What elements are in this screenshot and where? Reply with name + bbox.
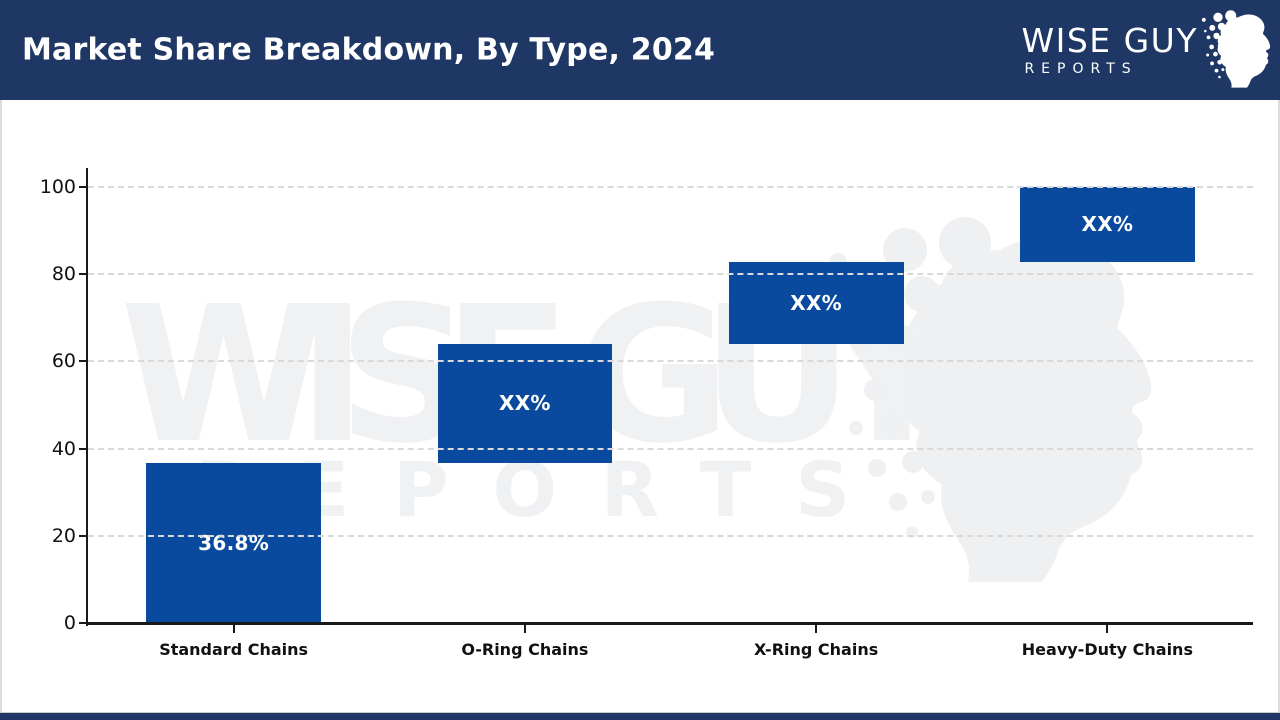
logo-subtitle: REPORTS — [1024, 60, 1138, 77]
x-axis-spine — [86, 622, 1253, 625]
gridline-20 — [88, 534, 1253, 537]
y-tick-mark — [79, 360, 88, 363]
y-tick-mark — [79, 273, 88, 276]
x-tick-mark — [232, 625, 235, 633]
y-axis-spine — [86, 168, 88, 626]
y-tick-label: 20 — [51, 524, 76, 547]
y-tick-label: 0 — [63, 612, 76, 634]
x-category-label-heavy-duty-chains: Heavy-Duty Chains — [1021, 640, 1193, 659]
header-bar: Market Share Breakdown, By Type, 2024 WI… — [0, 0, 1280, 100]
bar-value-label: XX% — [498, 391, 551, 416]
logo-wordmark: WISE GUY — [1021, 20, 1198, 60]
x-tick-mark — [523, 625, 526, 633]
bar-standard-chains: 36.8% — [146, 462, 321, 623]
y-tick-mark — [79, 534, 88, 537]
bar-value-label: XX% — [790, 290, 843, 315]
bar-value-label: XX% — [1081, 212, 1134, 237]
x-tick-mark — [815, 625, 818, 633]
y-tick-mark — [79, 622, 88, 624]
bar-o-ring-chains: XX% — [437, 343, 613, 463]
y-tick-label: 80 — [51, 263, 76, 286]
x-category-label-x-ring-chains: X-Ring Chains — [754, 640, 879, 659]
bar-value-label: 36.8% — [198, 530, 270, 555]
y-tick-label: 100 — [39, 176, 76, 198]
y-tick-label: 40 — [51, 437, 76, 460]
x-category-label-o-ring-chains: O-Ring Chains — [461, 640, 589, 659]
y-tick-mark — [79, 186, 88, 188]
gridline-60 — [88, 360, 1253, 363]
x-tick-mark — [1106, 625, 1109, 633]
bar-x-ring-chains: XX% — [728, 261, 904, 344]
gridline-80 — [88, 273, 1253, 276]
y-tick-mark — [79, 447, 88, 450]
gridline-100 — [88, 186, 1253, 188]
x-category-label-standard-chains: Standard Chains — [159, 640, 309, 659]
footer-bar — [0, 713, 1280, 720]
wise-guy-logo: WISE GUY REPORTS — [1021, 8, 1272, 92]
page-title: Market Share Breakdown, By Type, 2024 — [22, 32, 716, 68]
y-tick-label: 60 — [51, 350, 76, 373]
gridline-40 — [88, 447, 1253, 450]
bar-heavy-duty-chains: XX% — [1020, 187, 1195, 262]
logo-face-icon — [1201, 10, 1271, 88]
